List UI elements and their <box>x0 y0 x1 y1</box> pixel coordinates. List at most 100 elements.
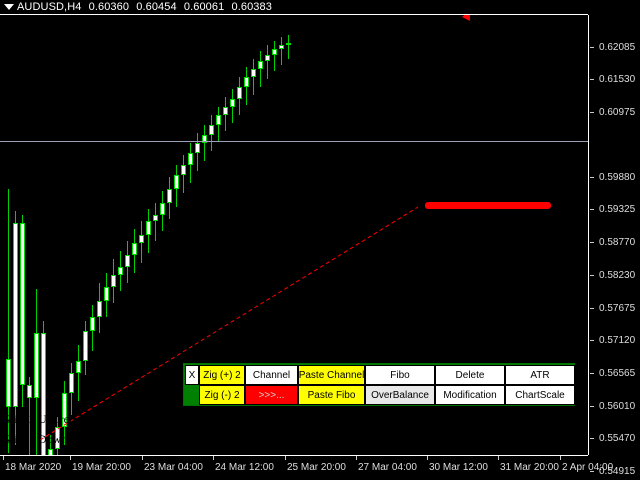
price-label: 0.56565 <box>599 368 636 379</box>
price-tick <box>590 112 594 113</box>
price-tick <box>590 242 594 243</box>
price-label: 0.54915 <box>599 466 636 477</box>
candle-body <box>34 333 39 398</box>
panel-button-paste-fibo[interactable]: Paste Fibo <box>298 385 365 405</box>
candle-body <box>174 175 179 189</box>
candle-wick <box>78 345 79 401</box>
time-label: 31 Mar 20:00 <box>500 462 559 473</box>
panel-button-overbalance[interactable]: OverBalance <box>365 385 435 405</box>
price-tick <box>590 340 594 341</box>
uptrend-annotation-label: Zig: 2 UpTrend from 2020.03.19 00:00:00 <box>6 412 210 426</box>
candle-body <box>216 115 221 125</box>
panel-button-blank[interactable]: >>>... <box>245 385 298 405</box>
time-label: 18 Mar 2020 <box>5 462 62 473</box>
candle-body <box>244 77 249 87</box>
panel-button-zig-2[interactable]: Zig (+) 2 <box>199 365 245 385</box>
candle-wick <box>260 51 261 87</box>
panel-button-x[interactable]: X <box>185 365 199 385</box>
time-tick <box>213 456 214 460</box>
price-tick <box>590 177 594 178</box>
price-label: 0.57675 <box>599 303 636 314</box>
time-label: 23 Mar 04:00 <box>144 462 203 473</box>
red-chevron-marker <box>462 15 470 21</box>
candle-body <box>139 235 144 243</box>
price-label: 0.55470 <box>599 433 636 444</box>
candle-wick <box>8 189 9 453</box>
candle-wick <box>204 125 205 161</box>
candle-wick <box>274 41 275 71</box>
ohlc-high: 0.60454 <box>136 1 177 13</box>
time-label: 30 Mar 12:00 <box>429 462 488 473</box>
zigzag-control-panel[interactable]: X Zig (+) 2 Channel Paste Channel Fibo Delete… <box>183 363 575 406</box>
candle-body <box>195 143 200 153</box>
candle-body <box>202 135 207 143</box>
panel-button-modification[interactable]: Modification <box>435 385 505 405</box>
candle-body <box>13 223 18 407</box>
panel-button-zig-2[interactable]: Zig (-) 2 <box>199 385 245 405</box>
resistance-line[interactable] <box>425 202 551 209</box>
candle-body <box>69 373 74 393</box>
price-tick <box>590 209 594 210</box>
plot-border-top <box>0 14 588 15</box>
time-label: 27 Mar 04:00 <box>358 462 417 473</box>
price-label: 0.59880 <box>599 172 636 183</box>
last-price-line <box>0 141 588 142</box>
candle-body <box>237 87 242 99</box>
ohlc-low: 0.60061 <box>183 1 225 13</box>
candle-body <box>76 361 81 373</box>
candle-body <box>48 449 53 455</box>
candle-body <box>286 43 291 45</box>
candle-body <box>97 301 102 317</box>
price-label: 0.62085 <box>599 42 636 53</box>
candle-wick <box>267 45 268 79</box>
panel-button-chartscale[interactable]: ChartScale <box>505 385 575 405</box>
candle-body <box>160 203 165 215</box>
time-label: 24 Mar 12:00 <box>215 462 274 473</box>
candle-body <box>104 287 109 301</box>
time-label: 25 Mar 20:00 <box>287 462 346 473</box>
candle-body <box>6 359 11 407</box>
candle-body <box>188 153 193 165</box>
price-tick <box>590 406 594 407</box>
panel-button-spacer[interactable] <box>185 385 199 405</box>
candle-body <box>90 317 95 331</box>
price-label: 0.61530 <box>599 74 636 85</box>
time-scale[interactable]: 18 Mar 2020 19 Mar 20:00 23 Mar 04:00 24 Ma… <box>0 456 613 480</box>
panel-button-paste-channel[interactable]: Paste Channel <box>298 365 365 385</box>
candle-body <box>251 69 256 77</box>
panel-button-channel[interactable]: Channel <box>245 365 298 385</box>
caret-down-icon[interactable] <box>4 4 14 10</box>
candle-wick <box>50 435 51 455</box>
candle-wick <box>288 35 289 59</box>
candle-body <box>265 55 270 61</box>
candle-wick <box>281 37 282 65</box>
ohlc-open: 0.60360 <box>88 1 130 13</box>
panel-button-fibo[interactable]: Fibo <box>365 365 435 385</box>
time-tick <box>560 456 561 460</box>
candle-body <box>125 255 130 267</box>
symbol-period-label: AUDUSD,H4 <box>17 1 82 13</box>
price-label: 0.60975 <box>599 107 636 118</box>
time-tick <box>70 456 71 460</box>
price-label: 0.58770 <box>599 237 636 248</box>
symbol-ohlc-readout: AUDUSD,H4 0.60360 0.60454 0.60061 0.6038… <box>17 1 276 14</box>
candle-body <box>223 107 228 115</box>
ohlc-close: 0.60383 <box>231 1 272 13</box>
price-tick <box>590 471 594 472</box>
candle-body <box>230 99 235 107</box>
price-scale[interactable]: 0.62085 0.61530 0.60975 0.59880 0.59325 0.587… <box>589 15 640 477</box>
price-tick <box>590 275 594 276</box>
time-tick <box>427 456 428 460</box>
candle-wick <box>29 377 30 455</box>
price-label: 0.59325 <box>599 204 636 215</box>
candle-body <box>258 61 263 69</box>
candle-body <box>272 49 277 55</box>
chart-header: AUDUSD,H4 0.60360 0.60454 0.60061 0.6038… <box>0 0 640 15</box>
panel-button-atr[interactable]: ATR <box>505 365 575 385</box>
price-label: 0.58230 <box>599 270 636 281</box>
candle-body <box>209 125 214 135</box>
time-label: 19 Mar 20:00 <box>72 462 131 473</box>
time-tick <box>142 456 143 460</box>
panel-button-delete[interactable]: Delete <box>435 365 505 385</box>
price-tick <box>590 438 594 439</box>
